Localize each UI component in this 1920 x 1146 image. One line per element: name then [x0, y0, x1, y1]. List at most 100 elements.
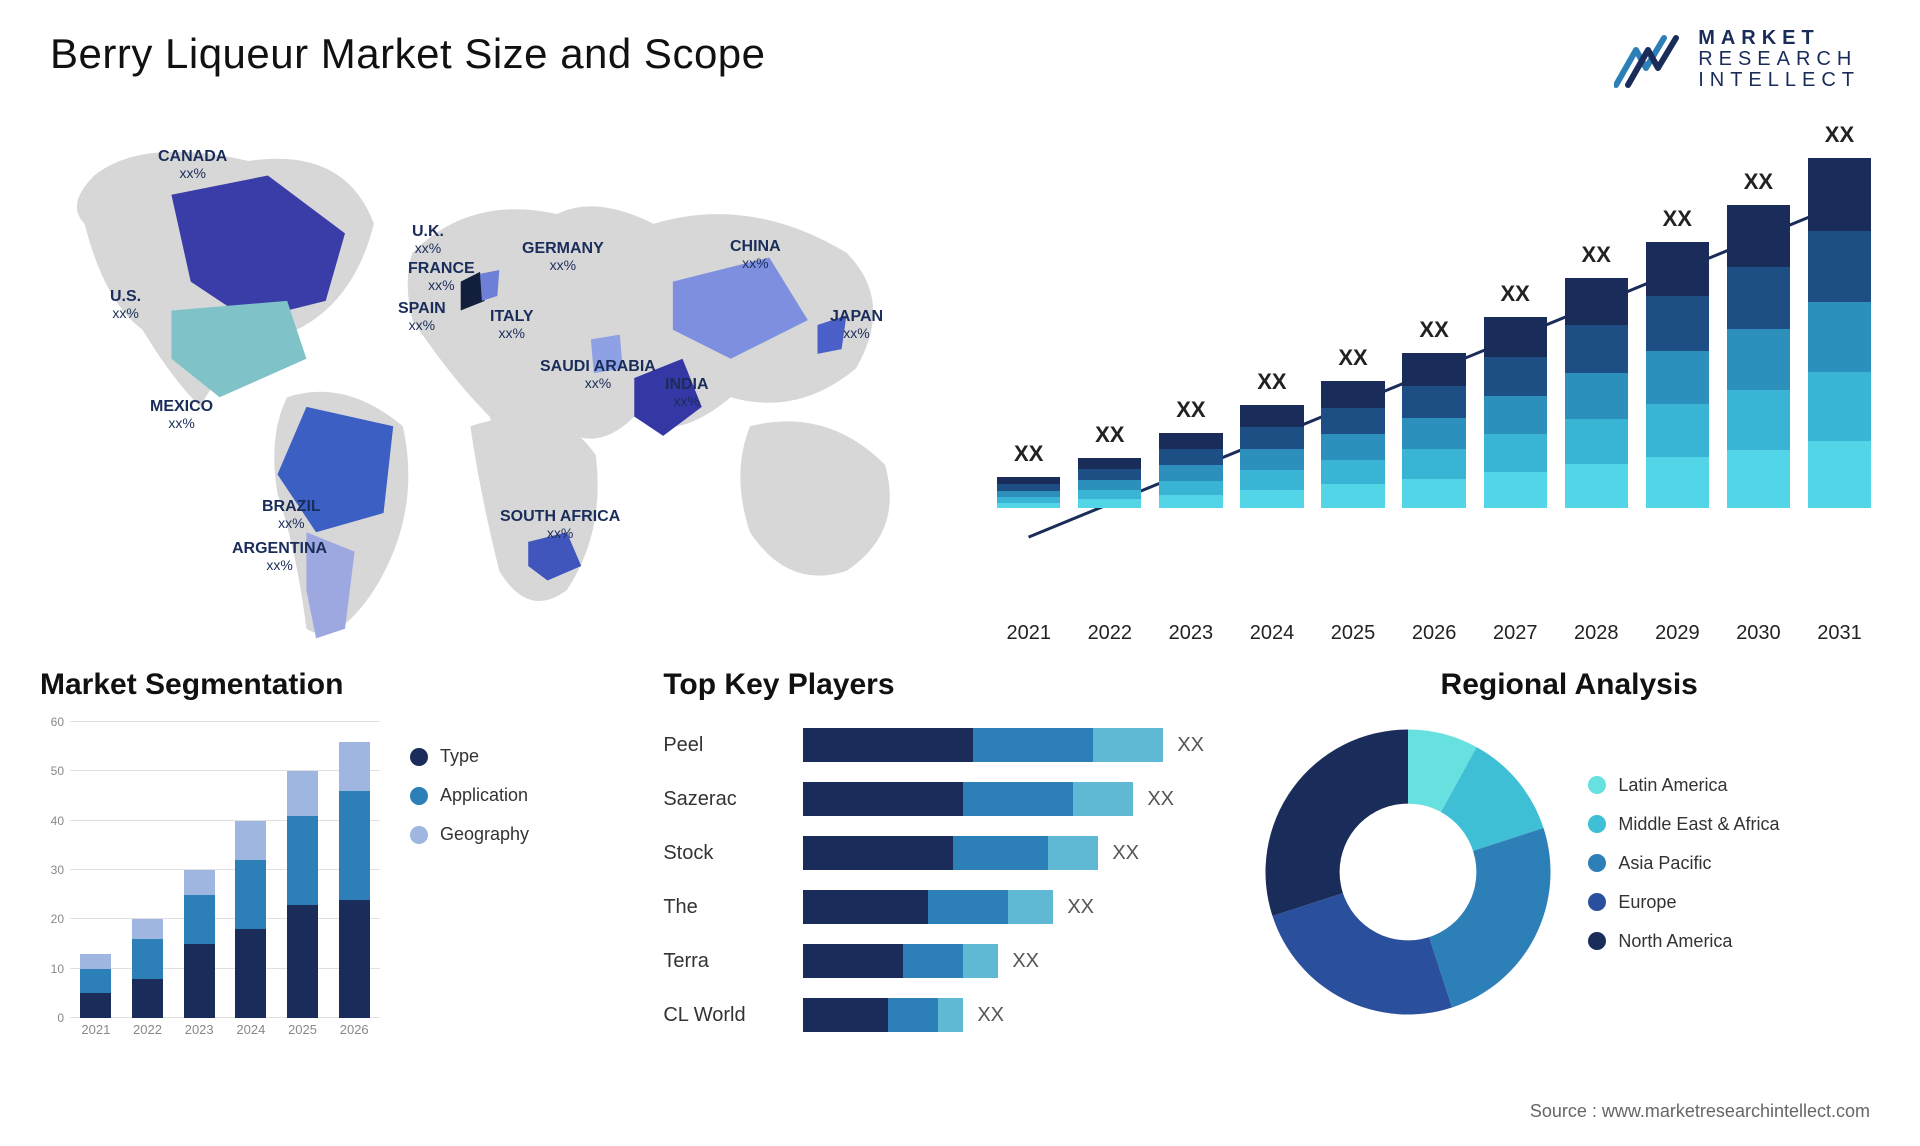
player-name: CL World	[663, 1004, 803, 1027]
forecast-x-label: 2025	[1313, 622, 1394, 648]
seg-y-tick: 60	[51, 715, 64, 729]
logo-mark-icon	[1614, 30, 1684, 90]
forecast-bar-label: XX	[1718, 169, 1799, 195]
seg-y-tick: 20	[51, 912, 64, 926]
forecast-bar-2027	[1484, 317, 1547, 508]
players-panel: Top Key Players PeelXXSazeracXXStockXXTh…	[663, 668, 1228, 1098]
seg-y-tick: 40	[51, 814, 64, 828]
segmentation-legend: Type Application Geography	[410, 746, 529, 863]
regional-title: Regional Analysis	[1258, 668, 1880, 702]
player-row: Stock XX	[663, 830, 1228, 876]
map-label-japan: JAPANxx%	[830, 308, 883, 341]
player-value: XX	[1112, 842, 1139, 865]
seg-x-label: 2026	[328, 1022, 380, 1042]
forecast-bar-2022	[1078, 458, 1141, 508]
player-value: XX	[1147, 788, 1174, 811]
player-row: The XX	[663, 884, 1228, 930]
map-label-mexico: MEXICOxx%	[150, 398, 213, 431]
seg-x-label: 2024	[225, 1022, 277, 1042]
player-row: CL World XX	[663, 992, 1228, 1038]
seg-bar-2023	[184, 870, 215, 1018]
segmentation-panel: Market Segmentation 0102030405060 202120…	[40, 668, 633, 1098]
logo-text: MARKET RESEARCH INTELLECT	[1698, 28, 1860, 91]
region-legend-item: Asia Pacific	[1588, 853, 1779, 874]
map-label-france: FRANCExx%	[408, 260, 475, 293]
map-label-u-k-: U.K.xx%	[412, 223, 444, 256]
player-row: Terra XX	[663, 938, 1228, 984]
player-row: Peel XX	[663, 722, 1228, 768]
player-value: XX	[1067, 896, 1094, 919]
region-legend-item: Middle East & Africa	[1588, 814, 1779, 835]
seg-bar-2026	[339, 742, 370, 1018]
seg-y-tick: 10	[51, 962, 64, 976]
forecast-bar-label: XX	[1150, 397, 1231, 423]
forecast-bar-2026	[1402, 353, 1465, 508]
player-name: Peel	[663, 734, 803, 757]
player-value: XX	[1012, 950, 1039, 973]
seg-x-label: 2025	[277, 1022, 329, 1042]
seg-y-tick: 30	[51, 863, 64, 877]
map-label-italy: ITALYxx%	[490, 308, 534, 341]
map-label-brazil: BRAZILxx%	[262, 498, 321, 531]
seg-x-label: 2022	[122, 1022, 174, 1042]
regional-legend: Latin America Middle East & Africa Asia Pa…	[1588, 775, 1779, 970]
players-chart: PeelXXSazeracXXStockXXTheXXTerraXXCL Wor…	[663, 722, 1228, 1038]
forecast-bar-2028	[1565, 278, 1628, 508]
forecast-x-label: 2022	[1069, 622, 1150, 648]
map-label-u-s-: U.S.xx%	[110, 288, 141, 321]
forecast-bar-label: XX	[1394, 317, 1475, 343]
seg-legend-item: Geography	[410, 824, 529, 845]
player-name: Sazerac	[663, 788, 803, 811]
forecast-x-label: 2021	[988, 622, 1069, 648]
player-value: XX	[977, 1004, 1004, 1027]
map-label-china: CHINAxx%	[730, 238, 781, 271]
forecast-bar-2025	[1321, 381, 1384, 508]
seg-y-tick: 50	[51, 764, 64, 778]
map-label-germany: GERMANYxx%	[522, 240, 604, 273]
source-attribution: Source : www.marketresearchintellect.com	[1530, 1101, 1870, 1122]
seg-bar-2024	[235, 821, 266, 1018]
forecast-x-label: 2023	[1150, 622, 1231, 648]
player-name: The	[663, 896, 803, 919]
region-legend-item: North America	[1588, 931, 1779, 952]
seg-legend-item: Application	[410, 785, 529, 806]
region-legend-item: Europe	[1588, 892, 1779, 913]
player-name: Stock	[663, 842, 803, 865]
forecast-bar-label: XX	[1231, 369, 1312, 395]
forecast-bar-2024	[1240, 405, 1303, 508]
region-legend-item: Latin America	[1588, 775, 1779, 796]
world-map-panel: CANADAxx%U.S.xx%MEXICOxx%BRAZILxx%ARGENT…	[40, 108, 968, 648]
forecast-x-label: 2024	[1231, 622, 1312, 648]
forecast-bar-2031	[1808, 158, 1871, 508]
forecast-bar-chart: XXXXXXXXXXXXXXXXXXXXXX 20212022202320242…	[988, 108, 1880, 648]
map-label-saudi-arabia: SAUDI ARABIAxx%	[540, 358, 656, 391]
forecast-x-label: 2030	[1718, 622, 1799, 648]
forecast-bar-label: XX	[1637, 206, 1718, 232]
seg-x-label: 2023	[173, 1022, 225, 1042]
player-name: Terra	[663, 950, 803, 973]
forecast-x-label: 2026	[1394, 622, 1475, 648]
forecast-bar-2021	[997, 477, 1060, 508]
forecast-bar-2029	[1646, 242, 1709, 508]
seg-y-tick: 0	[57, 1011, 64, 1025]
world-map-icon	[40, 108, 968, 648]
forecast-x-label: 2029	[1637, 622, 1718, 648]
forecast-bar-label: XX	[1312, 345, 1393, 371]
segmentation-chart: 0102030405060 202120222023202420252026	[40, 722, 380, 1042]
seg-x-label: 2021	[70, 1022, 122, 1042]
map-label-south-africa: SOUTH AFRICAxx%	[500, 508, 620, 541]
player-value: XX	[1177, 734, 1204, 757]
forecast-bar-label: XX	[1475, 281, 1556, 307]
map-label-spain: SPAINxx%	[398, 300, 446, 333]
forecast-bar-2023	[1159, 433, 1222, 508]
forecast-bar-label: XX	[1799, 122, 1880, 148]
players-title: Top Key Players	[663, 668, 1228, 702]
map-label-canada: CANADAxx%	[158, 148, 227, 181]
forecast-bar-2030	[1727, 205, 1790, 508]
forecast-x-label: 2027	[1475, 622, 1556, 648]
seg-bar-2022	[132, 919, 163, 1018]
forecast-bar-label: XX	[1069, 422, 1150, 448]
forecast-x-label: 2031	[1799, 622, 1880, 648]
seg-legend-item: Type	[410, 746, 529, 767]
map-label-india: INDIAxx%	[665, 376, 709, 409]
